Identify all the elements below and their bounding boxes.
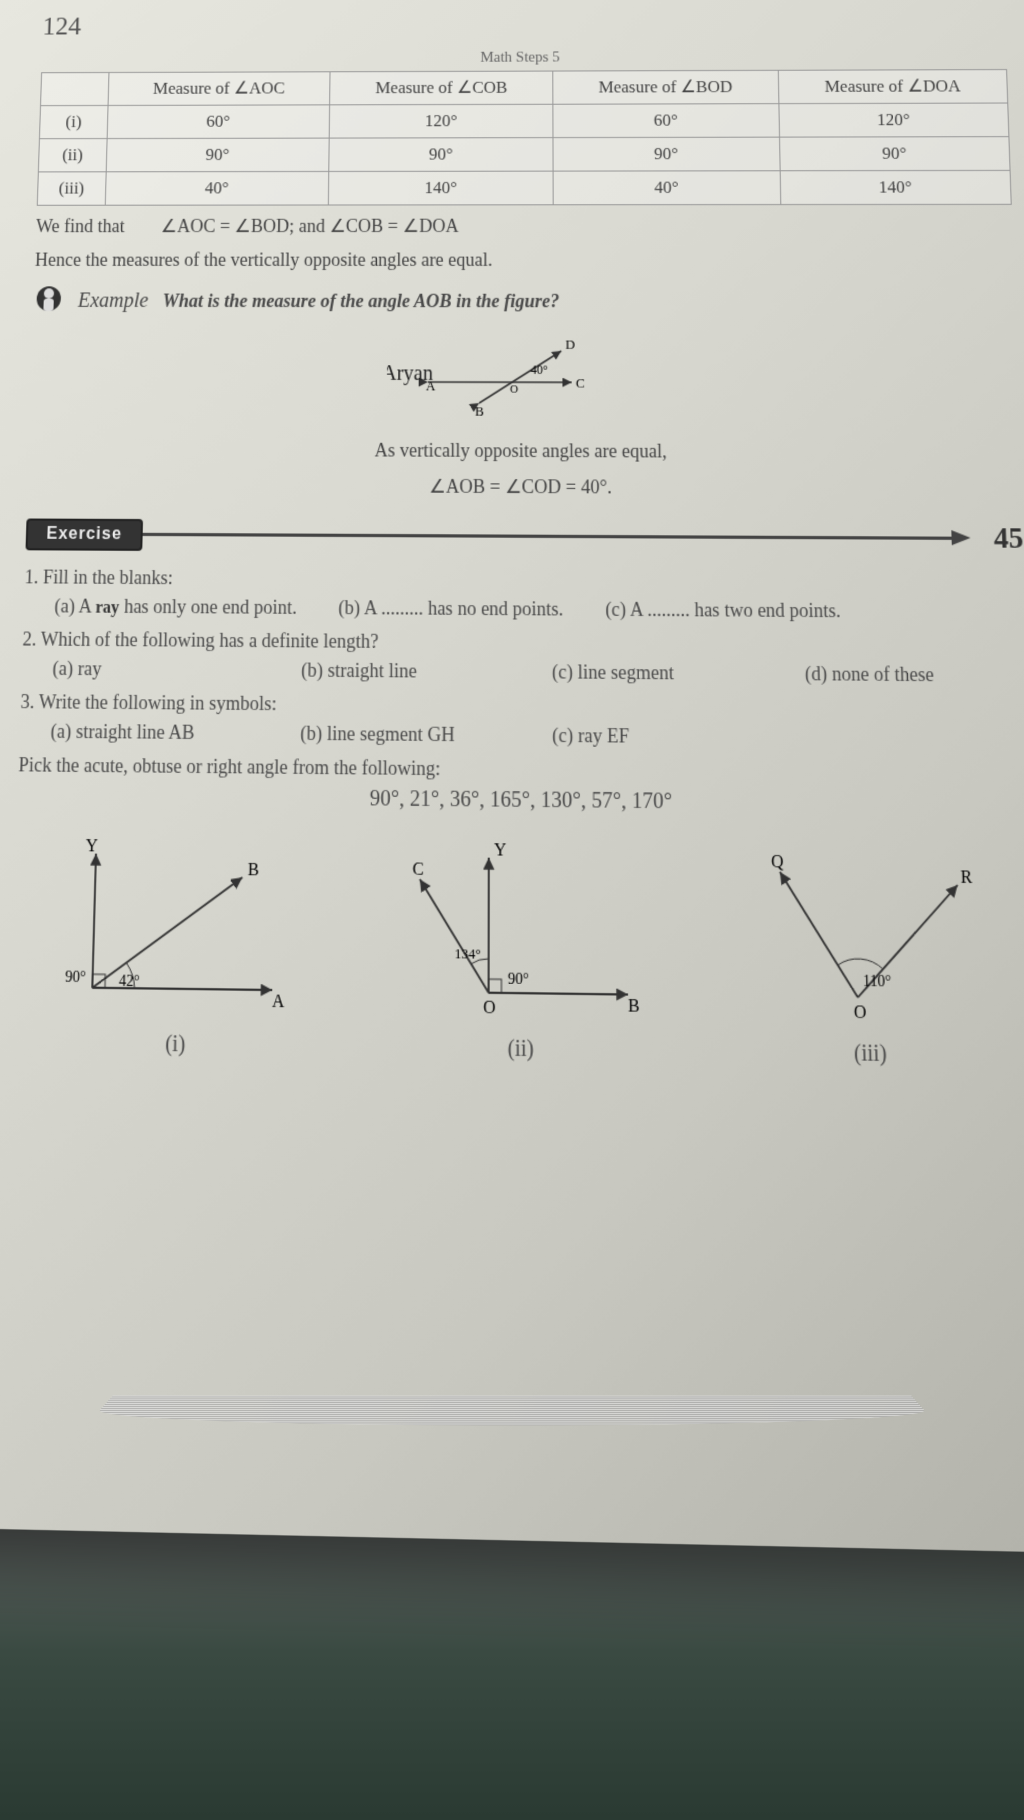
q2-options: (a) ray (b) straight line (c) line segme… xyxy=(52,657,1024,687)
q3a: (a) straight line AB xyxy=(50,720,258,745)
page-number: 124 xyxy=(42,8,1006,42)
conclusion: Hence the measures of the vertically opp… xyxy=(35,247,1015,273)
diagram-iii: Q R O 110° (iii) xyxy=(748,838,991,1069)
q4-prompt: Pick the acute, obtuse or right angle fr… xyxy=(18,754,1024,786)
q2c: (c) line segment xyxy=(552,661,763,685)
chapter-header: Math Steps 5 xyxy=(41,48,1007,68)
textbook-page: 124 Math Steps 5 Measure of ∠AOC Measure… xyxy=(0,0,1024,1554)
svg-text:90°: 90° xyxy=(65,968,86,985)
diagram-i-label: (i) xyxy=(58,1030,292,1059)
svg-text:C: C xyxy=(412,860,423,879)
table-row: (ii) 90° 90° 90° 90° xyxy=(38,137,1010,172)
q1b: (b) A ......... has no end points. xyxy=(338,597,563,621)
exercise-divider: Exercise 45 xyxy=(25,517,1024,556)
diagram-iii-label: (iii) xyxy=(751,1039,991,1069)
example-figure: A C D B O 40° Aryan xyxy=(29,330,1019,431)
svg-text:Aryan: Aryan xyxy=(387,362,434,385)
svg-text:A: A xyxy=(272,992,285,1012)
q2a: (a) ray xyxy=(52,657,260,681)
col-bod: Measure of ∠BOD xyxy=(553,70,779,104)
svg-text:134°: 134° xyxy=(454,946,480,962)
exercise-badge: Exercise xyxy=(25,518,142,550)
angle-equality: ∠AOC = ∠BOD; and ∠COB = ∠DOA xyxy=(161,216,459,237)
svg-text:C: C xyxy=(576,376,585,391)
svg-text:D: D xyxy=(565,338,575,353)
svg-text:R: R xyxy=(961,868,974,887)
q2b: (b) straight line xyxy=(301,659,510,683)
col-blank xyxy=(41,73,109,106)
col-doa: Measure of ∠DOA xyxy=(778,70,1008,104)
example-question: What is the measure of the angle AOB in … xyxy=(162,291,559,313)
col-cob: Measure of ∠COB xyxy=(330,71,553,105)
example-answer-2: ∠AOB = ∠COD = 40°. xyxy=(27,472,1022,503)
svg-text:Y: Y xyxy=(494,841,507,860)
pencil-line-icon xyxy=(142,533,962,540)
diagram-i: Y B A 90° 42° (i) xyxy=(58,831,295,1059)
svg-text:Y: Y xyxy=(85,836,98,855)
table-row: (i) 60° 120° 60° 120° xyxy=(39,103,1008,139)
svg-text:110°: 110° xyxy=(863,972,892,990)
svg-text:B: B xyxy=(628,996,640,1016)
diagram-ii: Y C O B 134° 90° (ii) xyxy=(392,834,650,1064)
example-block: Example What is the measure of the angle… xyxy=(33,284,1016,321)
diagram-ii-label: (ii) xyxy=(392,1034,650,1064)
svg-text:40°: 40° xyxy=(531,363,549,378)
q4-angles: 90°, 21°, 36°, 165°, 130°, 57°, 170° xyxy=(17,783,1024,818)
table-row: (iii) 40° 140° 40° 140° xyxy=(37,170,1011,205)
svg-text:90°: 90° xyxy=(508,970,529,987)
q1-prompt: 1. Fill in the blanks: xyxy=(24,566,1024,594)
q2d: (d) none of these xyxy=(805,662,1018,687)
q3b: (b) line segment GH xyxy=(300,722,510,747)
example-icon xyxy=(33,284,64,320)
svg-text:O: O xyxy=(854,1003,867,1023)
svg-text:O: O xyxy=(510,384,518,397)
svg-text:B: B xyxy=(475,404,484,419)
q1c: (c) A ......... has two end points. xyxy=(605,598,841,622)
svg-text:42°: 42° xyxy=(118,972,139,989)
q2-prompt: 2. Which of the following has a definite… xyxy=(22,628,1024,657)
q1a: (a) A ray has only one end point. xyxy=(54,595,297,619)
example-label: Example xyxy=(78,290,149,314)
q3-prompt: 3. Write the following in symbols: xyxy=(20,691,1024,722)
exercise-number: 45 xyxy=(993,521,1024,556)
angle-measure-table: Measure of ∠AOC Measure of ∠COB Measure … xyxy=(37,69,1012,206)
col-aoc: Measure of ∠AOC xyxy=(108,72,331,106)
angle-diagrams-row: Y B A 90° 42° (i) Y C O B 134° 90° xyxy=(9,830,1024,1069)
q1-options: (a) A ray has only one end point. (b) A … xyxy=(54,595,1024,624)
svg-text:Q: Q xyxy=(771,852,784,871)
angle-diagram-svg: A C D B O 40° Aryan xyxy=(387,330,655,425)
example-answer-1: As vertically opposite angles are equal, xyxy=(28,437,1021,467)
table-header-row: Measure of ∠AOC Measure of ∠COB Measure … xyxy=(41,70,1008,106)
we-find-text: We find that ∠AOC = ∠BOD; and ∠COB = ∠DO… xyxy=(36,213,1013,239)
svg-text:O: O xyxy=(483,998,495,1018)
svg-text:B: B xyxy=(247,860,259,879)
q3c: (c) ray EF xyxy=(552,724,764,749)
q3-options: (a) straight line AB (b) line segment GH… xyxy=(50,720,1024,751)
